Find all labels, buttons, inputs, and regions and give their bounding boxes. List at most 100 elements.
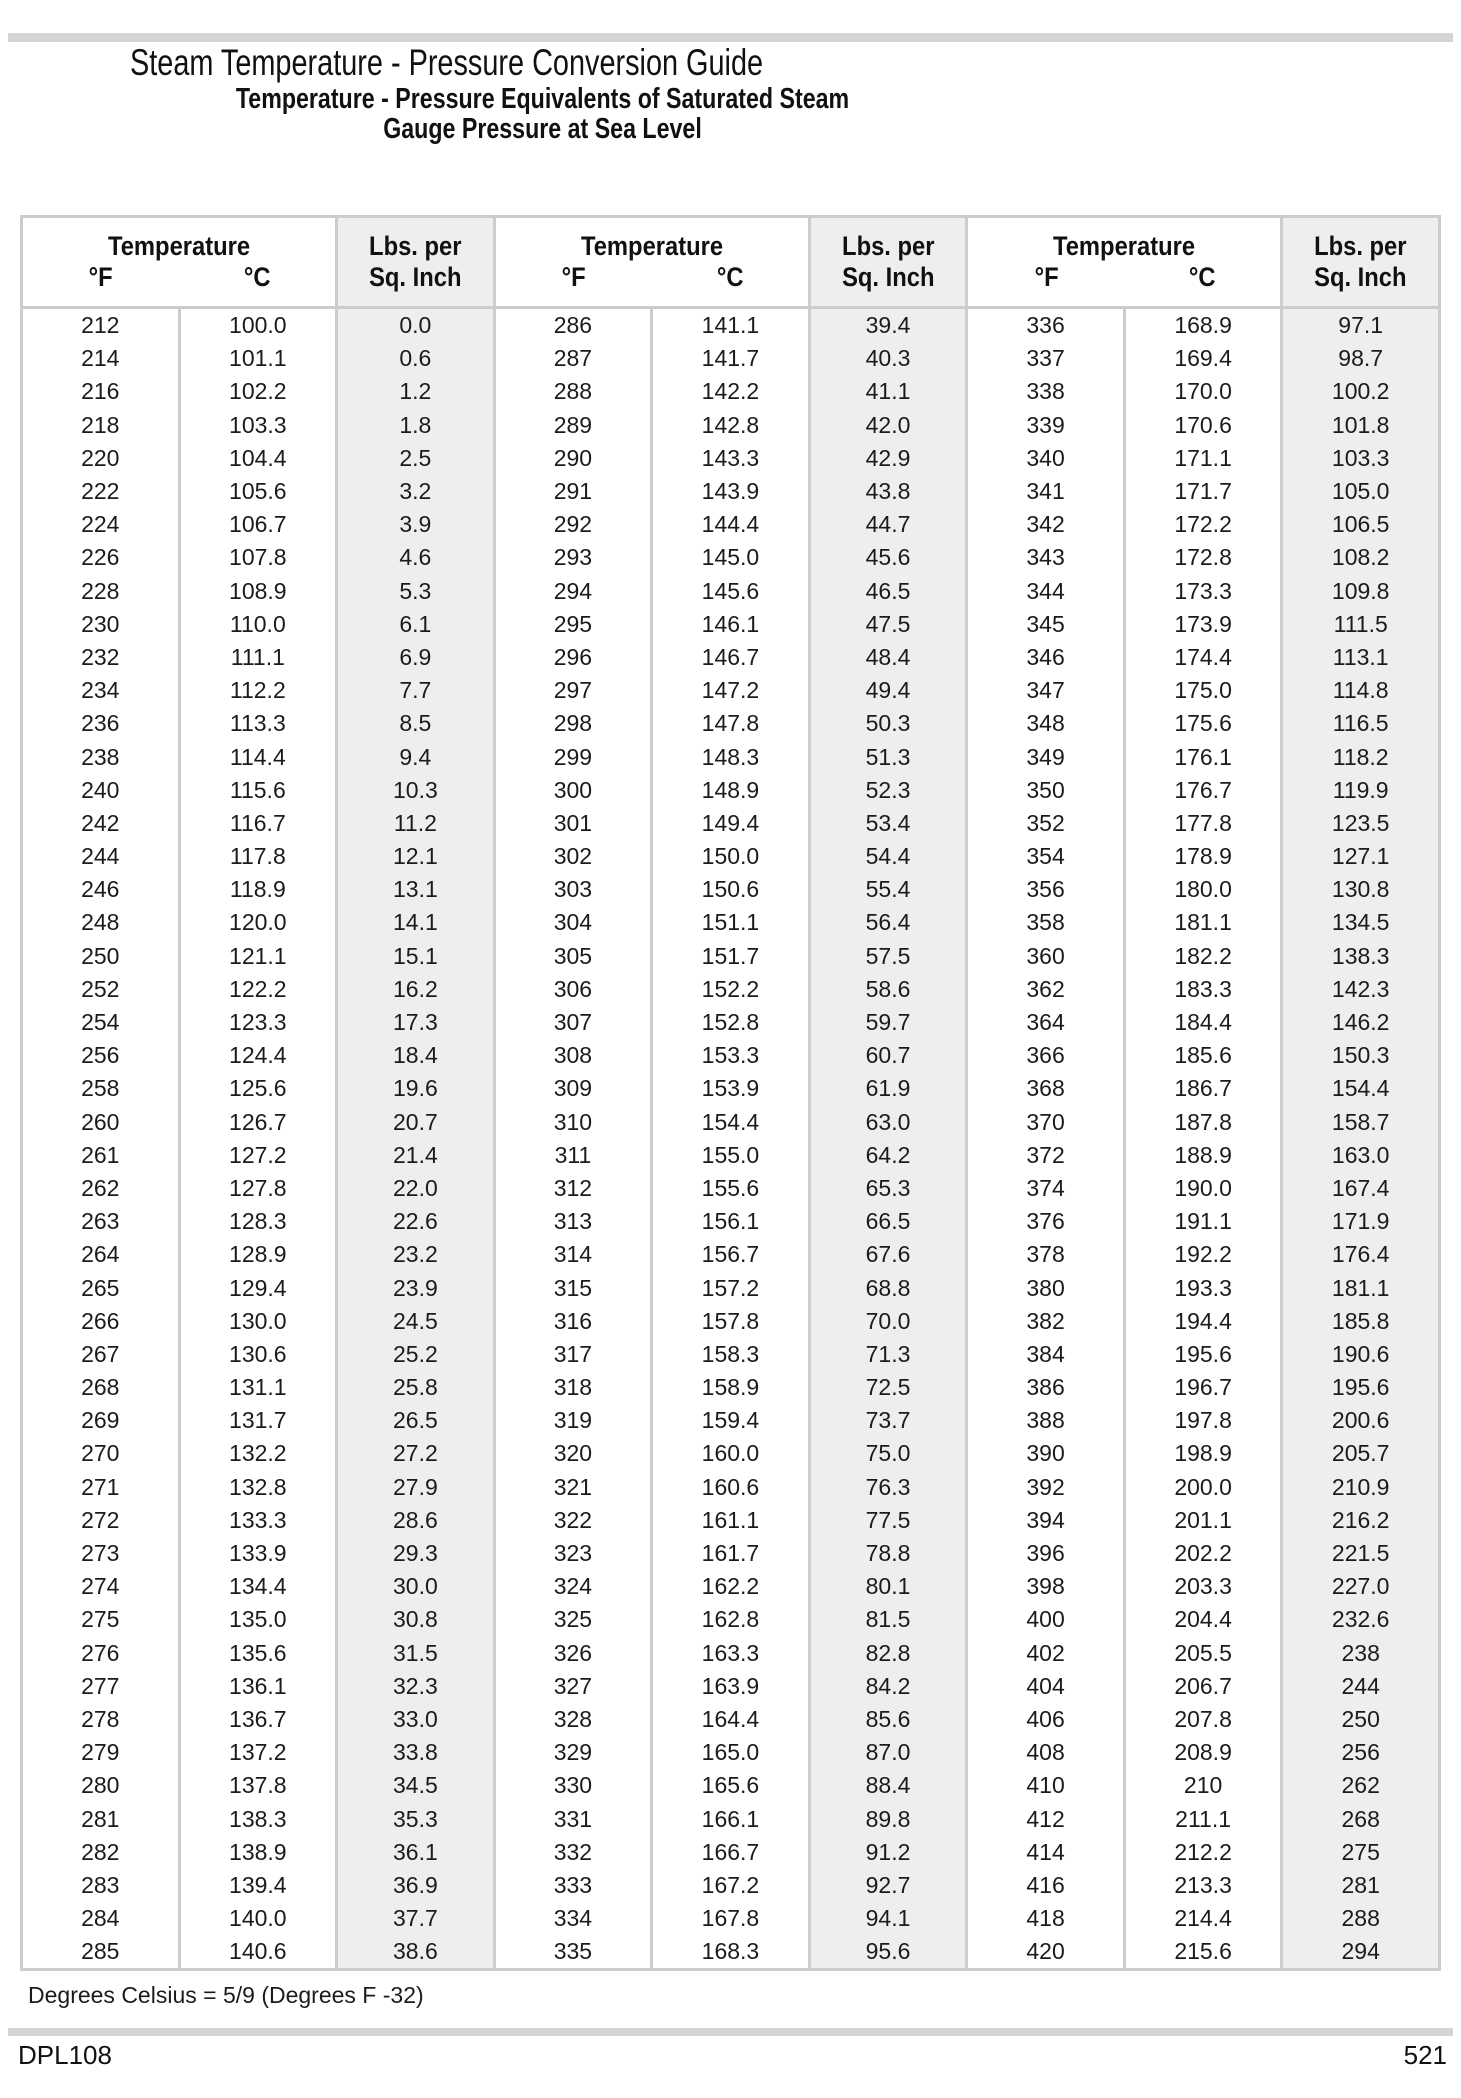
- table-header: Temperature °F °C Lbs. per Sq. Inch Temp…: [19, 215, 1441, 309]
- cell-temp-c: 155.6: [650, 1171, 811, 1206]
- cell-temp-c: 157.2: [650, 1271, 811, 1305]
- cell-temp-c: 148.3: [650, 740, 811, 774]
- cell-temp-f: 343: [965, 541, 1126, 575]
- cell-psi: 119.9: [1280, 773, 1441, 807]
- cell-temp-f: 297: [492, 674, 654, 708]
- cell-psi: 8.5: [335, 707, 496, 741]
- cell-temp-c: 146.7: [650, 640, 811, 675]
- table-row: 250 121.1 15.1 305 151.7 57.5 360 182.2 138.3: [20, 939, 1441, 973]
- cell-temp-c: 158.9: [650, 1371, 811, 1405]
- table-row: 246 118.9 13.1 303 150.6 55.4 356 180.0 130.8: [20, 873, 1441, 907]
- cell-temp-f: 299: [492, 740, 654, 774]
- table-row: 230 110.0 6.1 295 146.1 47.5 345 173.9 111.5: [20, 607, 1441, 641]
- cell-temp-c: 201.1: [1122, 1503, 1284, 1537]
- cell-psi: 146.2: [1280, 1005, 1441, 1040]
- cell-temp-f: 212: [20, 307, 181, 343]
- cell-psi: 41.1: [807, 375, 969, 409]
- table-row: 265 129.4 23.9 315 157.2 68.8 380 193.3 181.1: [20, 1271, 1441, 1305]
- cell-temp-f: 274: [20, 1570, 181, 1604]
- cell-temp-c: 133.3: [177, 1503, 339, 1537]
- steam-conversion-table: Temperature °F °C Lbs. per Sq. Inch Temp…: [19, 215, 1441, 1972]
- cell-temp-f: 416: [965, 1868, 1126, 1902]
- cell-temp-f: 260: [20, 1105, 181, 1139]
- cell-temp-c: 126.7: [177, 1105, 339, 1139]
- cell-psi: 19.6: [335, 1072, 496, 1106]
- cell-psi: 27.9: [335, 1470, 496, 1504]
- cell-temp-c: 170.0: [1122, 375, 1284, 409]
- cell-temp-f: 291: [492, 474, 654, 509]
- cell-temp-c: 129.4: [177, 1271, 339, 1305]
- cell-temp-c: 132.2: [177, 1437, 339, 1471]
- cell-temp-f: 316: [492, 1304, 654, 1338]
- cell-psi: 70.0: [807, 1304, 969, 1338]
- cell-psi: 72.5: [807, 1371, 969, 1405]
- fahrenheit-label: °F: [561, 262, 586, 292]
- cell-temp-f: 267: [20, 1337, 181, 1371]
- cell-psi: 15.1: [335, 939, 496, 973]
- cell-psi: 281: [1280, 1868, 1441, 1902]
- cell-psi: 27.2: [335, 1437, 496, 1471]
- cell-temp-f: 310: [492, 1105, 654, 1139]
- cell-temp-c: 146.1: [650, 607, 811, 641]
- cell-psi: 244: [1280, 1669, 1441, 1703]
- cell-psi: 39.4: [807, 307, 969, 343]
- celsius-label: °C: [716, 262, 744, 292]
- cell-psi: 40.3: [807, 342, 969, 376]
- cell-temp-f: 271: [20, 1470, 181, 1504]
- cell-temp-c: 123.3: [177, 1005, 339, 1040]
- cell-psi: 6.1: [335, 607, 496, 641]
- cell-psi: 24.5: [335, 1304, 496, 1338]
- cell-temp-f: 323: [492, 1536, 654, 1571]
- cell-psi: 114.8: [1280, 674, 1441, 708]
- cell-temp-f: 287: [492, 342, 654, 376]
- cell-temp-c: 167.8: [650, 1902, 811, 1936]
- cell-temp-f: 349: [965, 740, 1126, 774]
- cell-temp-c: 150.0: [650, 840, 811, 874]
- cell-psi: 108.2: [1280, 541, 1441, 575]
- cell-psi: 31.5: [335, 1636, 496, 1670]
- table-row: 248 120.0 14.1 304 151.1 56.4 358 181.1 134.5: [20, 906, 1441, 940]
- cell-psi: 37.7: [335, 1902, 496, 1936]
- cell-temp-f: 356: [965, 873, 1126, 907]
- table-row: 238 114.4 9.4 299 148.3 51.3 349 176.1 118.2: [20, 740, 1441, 774]
- table-title-line-2: Gauge Pressure at Sea Level: [383, 113, 702, 145]
- cell-temp-c: 176.1: [1122, 740, 1284, 774]
- cell-temp-f: 368: [965, 1072, 1126, 1106]
- cell-temp-c: 173.3: [1122, 574, 1284, 608]
- cell-temp-c: 138.9: [177, 1835, 339, 1869]
- cell-temp-c: 173.9: [1122, 607, 1284, 641]
- cell-temp-c: 156.7: [650, 1238, 811, 1272]
- cell-psi: 30.8: [335, 1603, 496, 1637]
- cell-temp-c: 165.0: [650, 1736, 811, 1770]
- cell-temp-f: 320: [492, 1437, 654, 1471]
- cell-temp-c: 166.1: [650, 1802, 811, 1836]
- cell-temp-c: 128.3: [177, 1205, 339, 1239]
- cell-temp-f: 324: [492, 1570, 654, 1604]
- cell-temp-f: 250: [20, 939, 181, 973]
- cell-psi: 53.4: [807, 806, 969, 840]
- cell-temp-c: 178.9: [1122, 840, 1284, 874]
- cell-temp-f: 216: [20, 375, 181, 409]
- cell-temp-f: 285: [20, 1935, 181, 1970]
- cell-temp-f: 336: [965, 307, 1126, 343]
- table-body: 212 100.0 0.0 286 141.1 39.4 336 168.9 97.1 214 10…: [20, 307, 1441, 1970]
- cell-psi: 78.8: [807, 1536, 969, 1571]
- cell-temp-f: 408: [965, 1736, 1126, 1770]
- cell-temp-c: 184.4: [1122, 1005, 1284, 1040]
- cell-temp-f: 290: [492, 441, 654, 475]
- table-row: 240 115.6 10.3 300 148.9 52.3 350 176.7 119.9: [20, 773, 1441, 807]
- cell-psi: 20.7: [335, 1105, 496, 1139]
- cell-psi: 89.8: [807, 1802, 969, 1836]
- table-row: 218 103.3 1.8 289 142.8 42.0 339 170.6 101.8: [20, 408, 1441, 442]
- cell-psi: 205.7: [1280, 1437, 1441, 1471]
- cell-temp-f: 362: [965, 972, 1126, 1006]
- cell-temp-f: 248: [20, 906, 181, 940]
- cell-psi: 138.3: [1280, 939, 1441, 973]
- cell-temp-c: 149.4: [650, 806, 811, 840]
- cell-temp-f: 412: [965, 1802, 1126, 1836]
- cell-psi: 29.3: [335, 1536, 496, 1571]
- table-row: 252 122.2 16.2 306 152.2 58.6 362 183.3 142.3: [20, 972, 1441, 1006]
- cell-psi: 28.6: [335, 1503, 496, 1537]
- cell-psi: 17.3: [335, 1005, 496, 1040]
- cell-psi: 23.2: [335, 1238, 496, 1272]
